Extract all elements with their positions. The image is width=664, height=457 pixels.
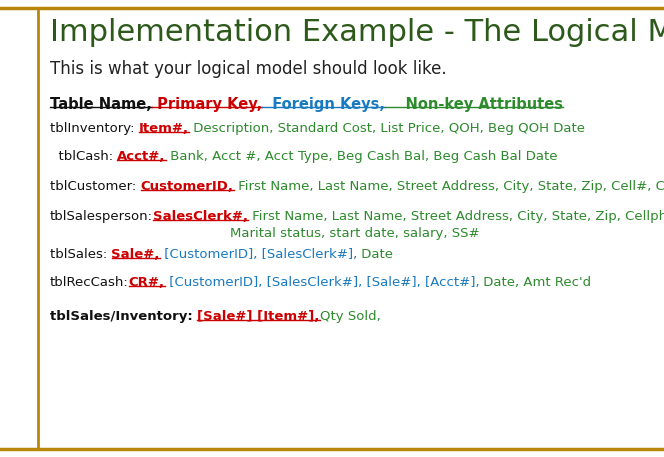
Text: tblCash:: tblCash: bbox=[50, 150, 118, 163]
Text: Date: Date bbox=[357, 248, 393, 261]
Text: Sale#,: Sale#, bbox=[112, 248, 160, 261]
Text: Marital status, start date, salary, SS#: Marital status, start date, salary, SS# bbox=[230, 227, 479, 240]
Text: Implementation Example - The Logical Model: Implementation Example - The Logical Mod… bbox=[50, 18, 664, 47]
Text: Acct#,: Acct#, bbox=[118, 150, 166, 163]
Text: tblRecCash:: tblRecCash: bbox=[50, 276, 129, 289]
Text: SalesClerk#,: SalesClerk#, bbox=[153, 210, 248, 223]
Text: Non-key Attributes: Non-key Attributes bbox=[385, 97, 563, 112]
Text: tblCustomer:: tblCustomer: bbox=[50, 180, 141, 193]
Text: CustomerID,: CustomerID, bbox=[141, 180, 234, 193]
Text: Qty Sold,: Qty Sold, bbox=[320, 310, 380, 323]
Text: tblSales/Inventory:: tblSales/Inventory: bbox=[50, 310, 197, 323]
Text: [Sale#] [Item#],: [Sale#] [Item#], bbox=[197, 310, 320, 323]
Text: First Name, Last Name, Street Address, City, State, Zip, Cellphone#, Birth date,: First Name, Last Name, Street Address, C… bbox=[248, 210, 664, 223]
Text: [CustomerID], [SalesClerk#],: [CustomerID], [SalesClerk#], bbox=[160, 248, 357, 261]
Text: [CustomerID], [SalesClerk#], [Sale#], [Acct#],: [CustomerID], [SalesClerk#], [Sale#], [A… bbox=[165, 276, 479, 289]
Text: Foreign Keys,: Foreign Keys, bbox=[262, 97, 385, 112]
Text: Item#,: Item#, bbox=[139, 122, 189, 135]
Text: This is what your logical model should look like.: This is what your logical model should l… bbox=[50, 60, 447, 78]
Text: Table Name,: Table Name, bbox=[50, 97, 152, 112]
Text: Description, Standard Cost, List Price, QOH, Beg QOH Date: Description, Standard Cost, List Price, … bbox=[189, 122, 585, 135]
Text: Date, Amt Rec'd: Date, Amt Rec'd bbox=[479, 276, 592, 289]
Text: First Name, Last Name, Street Address, City, State, Zip, Cell#, Credit limit, Em: First Name, Last Name, Street Address, C… bbox=[234, 180, 664, 193]
Text: tblSalesperson:: tblSalesperson: bbox=[50, 210, 153, 223]
Text: Bank, Acct #, Acct Type, Beg Cash Bal, Beg Cash Bal Date: Bank, Acct #, Acct Type, Beg Cash Bal, B… bbox=[166, 150, 557, 163]
Text: Primary Key,: Primary Key, bbox=[152, 97, 262, 112]
Text: tblSales:: tblSales: bbox=[50, 248, 112, 261]
Text: tblInventory:: tblInventory: bbox=[50, 122, 139, 135]
Text: CR#,: CR#, bbox=[129, 276, 165, 289]
